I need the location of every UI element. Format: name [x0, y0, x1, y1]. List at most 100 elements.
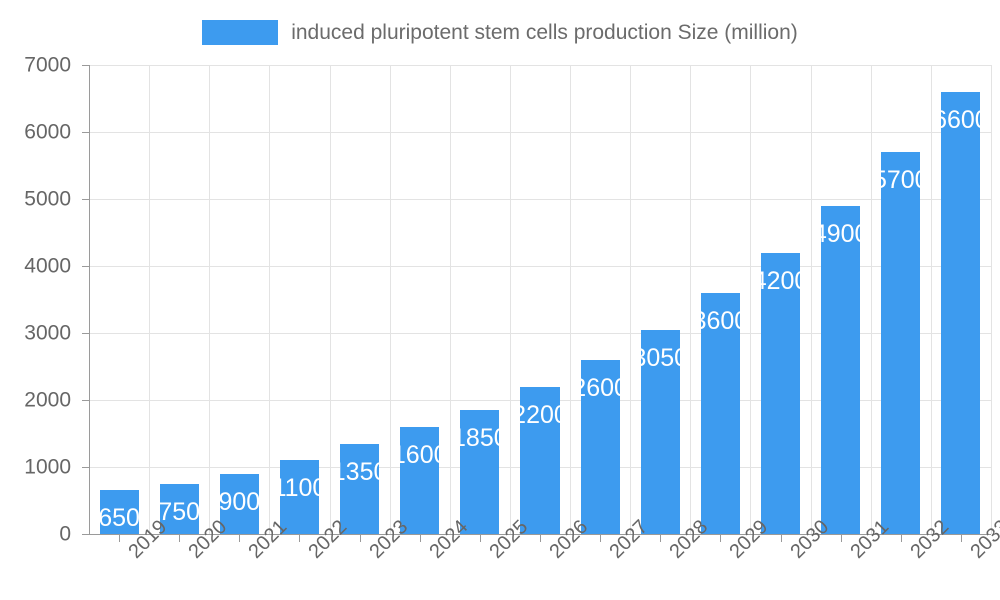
x-axis-tick-mark: [179, 535, 181, 542]
bar-value-label: 900: [219, 487, 259, 516]
vertical-gridline: [450, 65, 451, 534]
x-axis-tick-mark: [900, 535, 902, 542]
x-axis-tick-mark: [780, 535, 782, 542]
bar[interactable]: 900: [219, 473, 259, 534]
y-axis-tick-mark: [82, 199, 89, 200]
bar[interactable]: 4200: [760, 252, 801, 534]
bar[interactable]: 1350: [340, 443, 380, 534]
x-axis-tick-label: 2019: [124, 515, 172, 563]
x-axis-tick-label: 2021: [244, 515, 292, 563]
x-axis-tick-mark: [840, 535, 842, 542]
vertical-gridline: [390, 65, 391, 534]
bar-value-label: 3600: [701, 306, 740, 335]
vertical-gridline: [570, 65, 571, 534]
x-axis-tick-label: 2023: [364, 515, 412, 563]
x-axis-tick-mark: [479, 535, 481, 542]
x-axis-tick-mark: [419, 535, 421, 542]
y-axis-tick-mark: [82, 400, 89, 401]
chart-legend: induced pluripotent stem cells productio…: [0, 14, 1000, 50]
y-axis-tick-label: 5000: [24, 187, 71, 211]
bar-value-label: 6600: [941, 105, 980, 134]
plot-area: 650 750 900 1100 1350 1600 1850 2200 2600 3050 360…: [89, 65, 992, 535]
vertical-gridline: [871, 65, 872, 534]
y-axis-tick-label: 6000: [24, 120, 71, 144]
x-axis-tick-mark: [239, 535, 241, 542]
bar-value-label: 1600: [400, 440, 439, 469]
y-axis-tick-label: 3000: [24, 321, 71, 345]
y-axis-labels: 0 1000 2000 3000 4000 5000 6000 7000: [0, 0, 80, 600]
horizontal-gridline: [89, 132, 991, 133]
x-axis-tick-label: 2032: [906, 515, 954, 563]
bar[interactable]: 6600: [941, 91, 981, 534]
bar-value-label: 5700: [881, 166, 920, 195]
bar-value-label: 4200: [761, 266, 800, 295]
bar[interactable]: 3050: [640, 329, 680, 534]
x-axis-tick-label: 2027: [605, 515, 653, 563]
legend-series-label: induced pluripotent stem cells productio…: [291, 20, 798, 44]
x-axis-tick-mark: [960, 535, 962, 542]
bar-value-label: 4900: [821, 219, 860, 248]
horizontal-gridline: [89, 65, 991, 66]
y-axis-tick-label: 4000: [24, 254, 71, 278]
bar[interactable]: 4900: [821, 205, 861, 534]
bar[interactable]: 2600: [580, 359, 620, 534]
y-axis-tick-mark: [82, 132, 89, 133]
x-axis-tick-mark: [359, 535, 361, 542]
x-axis-line: [89, 534, 991, 535]
vertical-gridline: [510, 65, 511, 534]
vertical-gridline: [931, 65, 932, 534]
x-axis-tick-label: 2031: [845, 515, 893, 563]
vertical-gridline: [991, 65, 992, 534]
y-axis-tick-label: 1000: [24, 455, 71, 479]
x-axis-tick-mark: [540, 535, 541, 542]
bar-value-label: 750: [159, 497, 199, 526]
horizontal-gridline: [89, 199, 991, 200]
x-axis-tick-label: 2020: [184, 515, 232, 563]
vertical-gridline: [269, 65, 270, 534]
vertical-gridline: [630, 65, 631, 534]
vertical-gridline: [750, 65, 751, 534]
bar[interactable]: 1850: [460, 410, 500, 534]
vertical-gridline: [811, 65, 812, 534]
bar[interactable]: 2200: [520, 386, 560, 534]
x-axis-tick-mark: [119, 535, 121, 542]
y-axis-tick-mark: [82, 467, 89, 468]
vertical-gridline: [330, 65, 331, 534]
x-axis-tick-label: 2030: [785, 515, 833, 563]
x-axis-tick-label: 2022: [304, 515, 352, 563]
bar-value-label: 1350: [340, 457, 379, 486]
bar[interactable]: 5700: [881, 152, 921, 534]
y-axis-line: [89, 65, 90, 535]
x-axis-tick-mark: [660, 535, 662, 542]
bar[interactable]: 3600: [700, 292, 740, 534]
bar[interactable]: 650: [99, 490, 139, 534]
vertical-gridline: [690, 65, 691, 534]
bar-value-label: 2600: [581, 373, 620, 402]
y-axis-tick-mark: [82, 266, 89, 267]
bar[interactable]: 1100: [279, 460, 319, 534]
vertical-gridline: [149, 65, 150, 534]
bar[interactable]: 1600: [400, 426, 440, 534]
x-axis-tick-label: 2025: [485, 515, 533, 563]
horizontal-gridline: [89, 266, 991, 267]
legend-color-swatch: [202, 19, 279, 45]
x-axis-tick-label: 2028: [665, 515, 713, 563]
vertical-gridline: [209, 65, 210, 534]
horizontal-gridline: [89, 333, 991, 334]
y-axis-tick-mark: [82, 65, 89, 66]
y-axis-tick-label: 0: [59, 522, 71, 546]
x-axis-tick-mark: [720, 535, 722, 542]
x-axis-tick-label: 2033: [966, 515, 1000, 563]
bar-value-label: 650: [99, 504, 139, 533]
bar[interactable]: 750: [159, 483, 199, 534]
bar-value-label: 1850: [460, 424, 499, 453]
x-axis-tick-label: 2026: [545, 515, 593, 563]
x-axis-tick-mark: [299, 535, 301, 542]
x-axis-tick-label: 2024: [425, 515, 473, 563]
bar-value-label: 1100: [280, 474, 319, 503]
x-axis-tick-label: 2029: [725, 515, 773, 563]
y-axis-tick-label: 7000: [24, 53, 71, 77]
y-axis-tick-label: 2000: [24, 388, 71, 412]
x-axis-tick-mark: [600, 535, 602, 542]
